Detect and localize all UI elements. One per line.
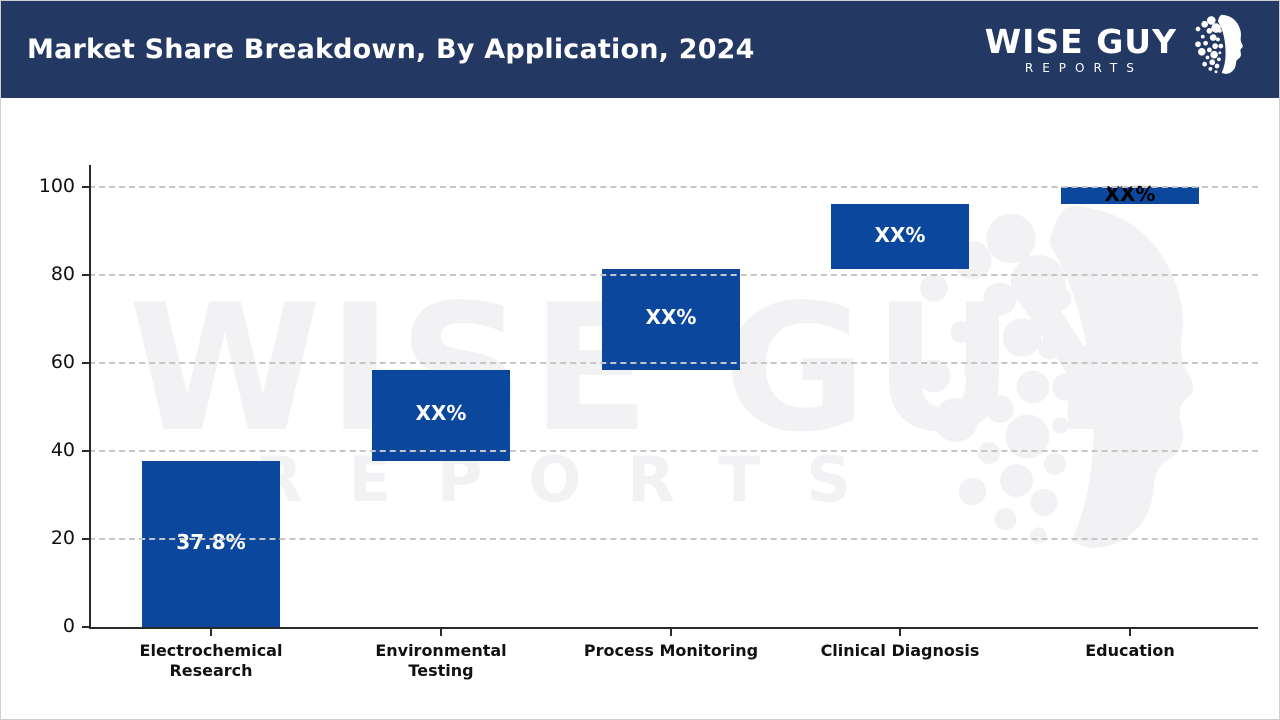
x-category-label-electrochemical-research: Electrochemical Research: [139, 641, 283, 680]
y-tick-mark-20: [82, 538, 89, 540]
bar-value-label-environmental-testing: XX%: [415, 401, 467, 426]
y-gridline-60: [89, 362, 1258, 364]
y-tick-label-60: 60: [50, 351, 75, 373]
x-axis-spine: [89, 627, 1258, 629]
wiseguy-head-icon: [1181, 10, 1253, 90]
wiseguy-logo: WISE GUY REPORTS: [985, 10, 1253, 90]
bar-clinical-diagnosis: XX%: [831, 204, 969, 270]
x-category-label-environmental-testing: Environmental Testing: [375, 641, 507, 680]
y-tick-mark-80: [82, 274, 89, 276]
watermark-subtext: REPORTS: [254, 443, 898, 516]
page-title: Market Share Breakdown, By Application, …: [27, 34, 755, 65]
chart-area: WISE GUY REPORTS 02040608010037.8%Electr…: [1, 98, 1279, 719]
bar-value-label-education: XX%: [1104, 181, 1156, 206]
y-tick-label-20: 20: [50, 527, 75, 549]
bar-value-label-electrochemical-research: 37.8%: [176, 529, 246, 554]
bar-education: XX%: [1061, 182, 1199, 206]
y-tick-mark-60: [82, 362, 89, 364]
bar-value-label-clinical-diagnosis: XX%: [874, 222, 926, 247]
y-tick-mark-0: [82, 626, 89, 628]
y-axis-spine: [89, 165, 91, 629]
y-tick-label-0: 0: [62, 615, 75, 637]
logo-line1: WISE GUY: [984, 22, 1177, 61]
y-tick-label-40: 40: [50, 439, 75, 461]
x-category-label-clinical-diagnosis: Clinical Diagnosis: [820, 641, 980, 660]
x-category-label-process-monitoring: Process Monitoring: [583, 641, 759, 660]
y-gridline-40: [89, 450, 1258, 452]
bar-environmental-testing: XX%: [372, 369, 510, 461]
bar-process-monitoring: XX%: [602, 269, 740, 370]
bar-electrochemical-research: 37.8%: [142, 460, 280, 627]
y-tick-mark-100: [82, 186, 89, 188]
y-gridline-100: [89, 186, 1258, 188]
x-tick-mark-clinical-diagnosis: [899, 629, 901, 636]
y-gridline-80: [89, 274, 1258, 276]
bar-value-label-process-monitoring: XX%: [645, 305, 697, 330]
wiseguy-logo-text: WISE GUY REPORTS: [985, 25, 1177, 74]
y-tick-label-80: 80: [50, 263, 75, 285]
x-tick-mark-environmental-testing: [440, 629, 442, 636]
x-category-label-education: Education: [1085, 641, 1175, 660]
x-tick-mark-process-monitoring: [670, 629, 672, 636]
header-bar: Market Share Breakdown, By Application, …: [1, 1, 1279, 98]
logo-line2: REPORTS: [1024, 61, 1143, 75]
x-tick-mark-education: [1129, 629, 1131, 636]
y-tick-mark-40: [82, 450, 89, 452]
y-gridline-20: [89, 538, 1258, 540]
x-tick-mark-electrochemical-research: [210, 629, 212, 636]
y-tick-label-100: 100: [38, 175, 75, 197]
